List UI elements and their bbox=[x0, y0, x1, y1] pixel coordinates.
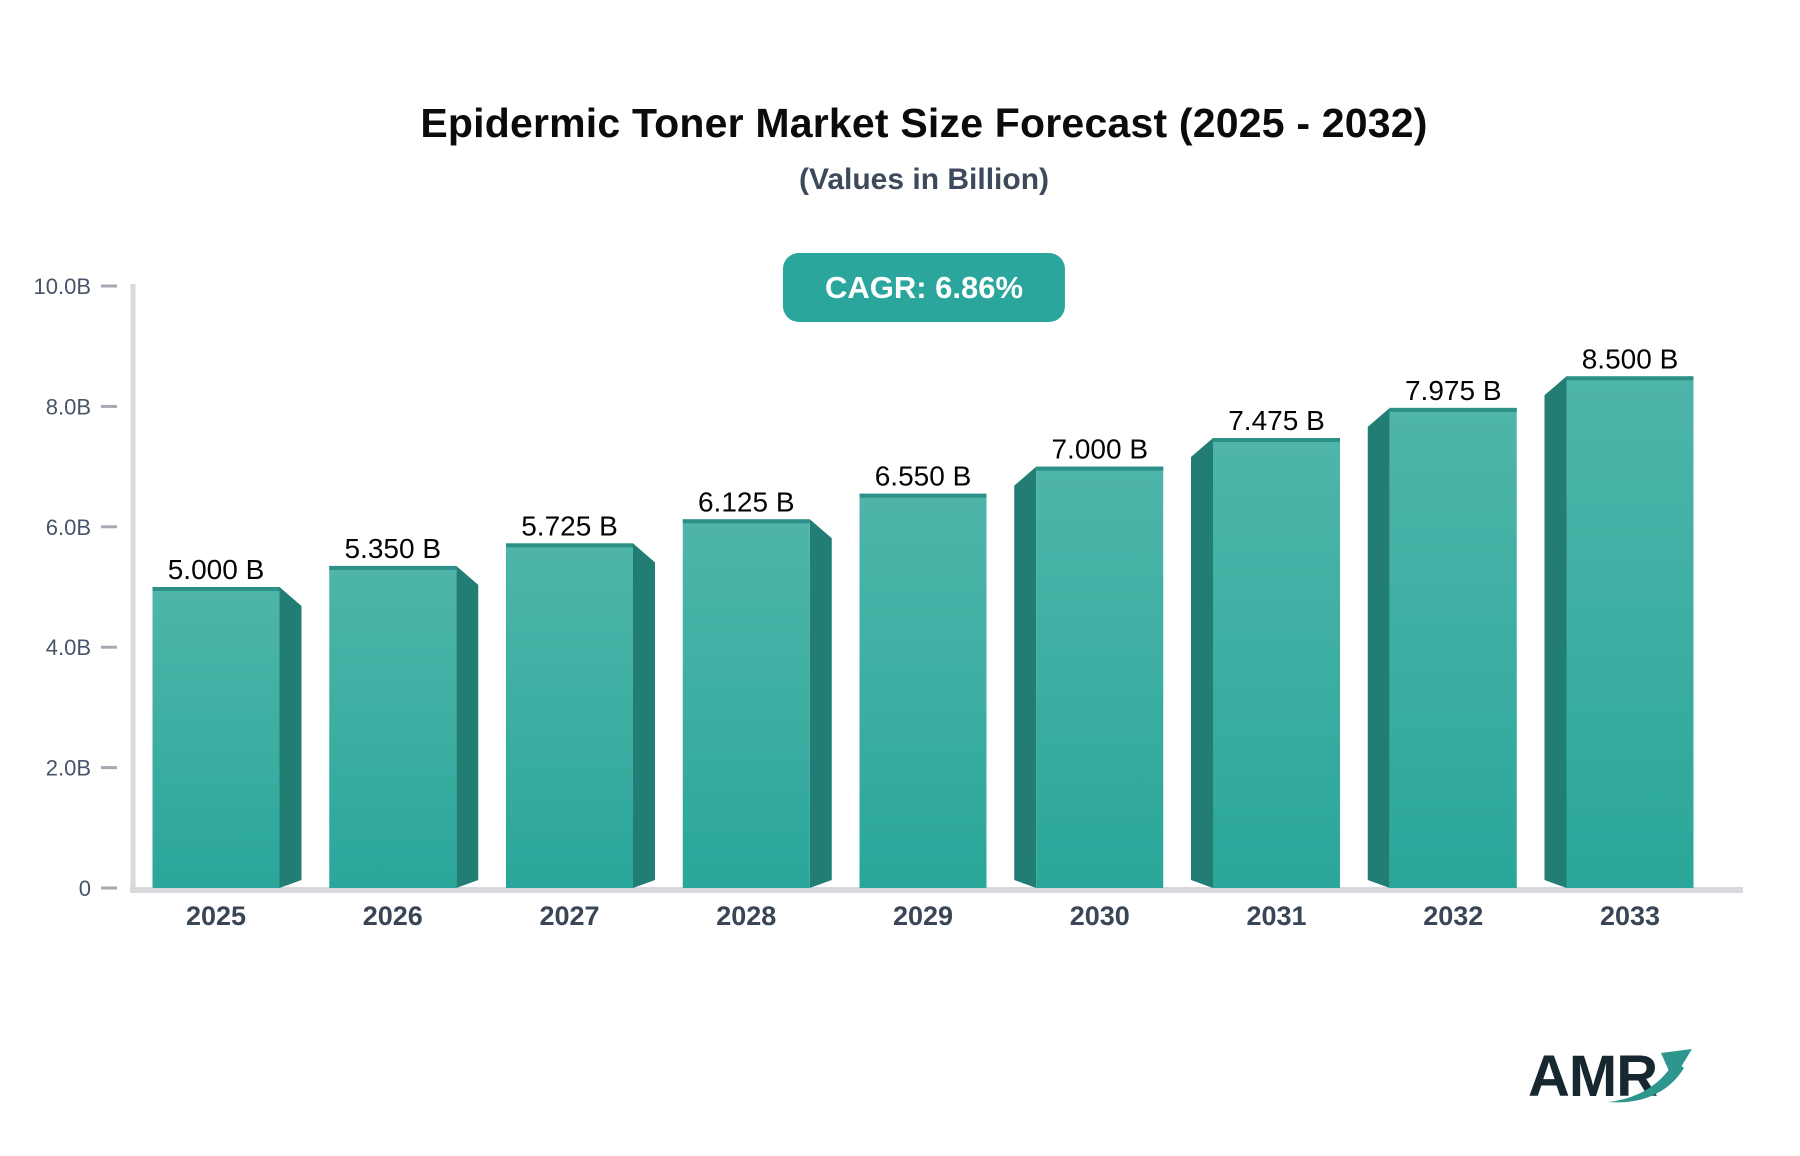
bar-2029 bbox=[859, 493, 987, 888]
bar-2025 bbox=[152, 587, 302, 888]
bar-top-edge bbox=[329, 565, 457, 570]
x-axis-category-label: 2032 bbox=[1423, 901, 1483, 931]
bar-face bbox=[1036, 466, 1164, 888]
bar-top-edge bbox=[682, 519, 810, 524]
bar-2033 bbox=[1544, 376, 1694, 888]
bar-face bbox=[329, 565, 457, 888]
bar-value-label: 8.500 B bbox=[1582, 343, 1679, 374]
y-tick-label: 2.0B bbox=[46, 756, 91, 781]
y-tick-label: 6.0B bbox=[46, 515, 91, 540]
bar-3d-side bbox=[456, 565, 479, 888]
bar-2026 bbox=[329, 565, 479, 888]
x-axis-category-label: 2033 bbox=[1600, 901, 1660, 931]
labels-layer: 5.000 B 2025 5.350 B 2026 5.725 B 2027 6.125 B… bbox=[168, 343, 1679, 931]
y-tick-label: 10.0B bbox=[34, 274, 92, 299]
x-axis-category-label: 2030 bbox=[1070, 901, 1130, 931]
bar-3d-side bbox=[279, 587, 302, 888]
x-axis-category-label: 2027 bbox=[539, 901, 599, 931]
bar-value-label: 6.550 B bbox=[875, 461, 972, 492]
bar-top-edge bbox=[506, 543, 633, 548]
axis-layer: 0 2.0B 4.0B 6.0B 8.0B 10.0B bbox=[34, 274, 1743, 901]
bar-2030 bbox=[1014, 466, 1164, 888]
bar-face bbox=[859, 493, 987, 888]
bar-3d-side bbox=[1191, 438, 1213, 888]
bar-2031 bbox=[1191, 438, 1340, 888]
bar-value-label: 7.000 B bbox=[1051, 434, 1148, 465]
bar-3d-side bbox=[1367, 407, 1390, 888]
bar-top-edge bbox=[1566, 376, 1694, 381]
bar-3d-side bbox=[809, 519, 832, 888]
amr-logo: AMR bbox=[1528, 1044, 1692, 1109]
page-subtitle: (Values in Billion) bbox=[798, 163, 1050, 196]
bar-2032 bbox=[1367, 407, 1517, 888]
bar-3d-side bbox=[633, 543, 655, 888]
bar-face bbox=[1389, 407, 1517, 888]
growth-arrow-head-icon bbox=[1661, 1049, 1692, 1080]
bar-value-label: 5.000 B bbox=[168, 554, 265, 585]
y-tick-label: 4.0B bbox=[46, 635, 91, 660]
cagr-badge: CAGR: 6.86% bbox=[782, 253, 1066, 322]
bar-value-label: 5.350 B bbox=[344, 533, 441, 564]
x-axis-category-label: 2031 bbox=[1246, 901, 1306, 931]
bar-value-label: 7.975 B bbox=[1405, 375, 1502, 406]
bar-value-label: 7.475 B bbox=[1228, 405, 1325, 436]
x-axis-category-label: 2029 bbox=[893, 901, 953, 931]
y-tick-label: 0 bbox=[79, 876, 91, 901]
bar-face bbox=[1566, 376, 1694, 888]
bar-face bbox=[682, 519, 810, 888]
x-axis-category-label: 2028 bbox=[716, 901, 776, 931]
bar-face bbox=[152, 587, 280, 888]
y-tick-label: 8.0B bbox=[46, 394, 91, 419]
bars-layer bbox=[152, 376, 1694, 888]
page-title: Epidermic Toner Market Size Forecast (20… bbox=[420, 100, 1428, 146]
x-axis-category-label: 2026 bbox=[363, 901, 423, 931]
bar-face bbox=[1213, 438, 1340, 888]
bar-2027 bbox=[506, 543, 655, 888]
bar-3d-side bbox=[1544, 376, 1567, 888]
bar-top-edge bbox=[859, 493, 987, 498]
bar-top-edge bbox=[1389, 407, 1517, 412]
bar-top-edge bbox=[152, 587, 280, 591]
bar-value-label: 5.725 B bbox=[521, 510, 618, 541]
bar-3d-side bbox=[1014, 466, 1037, 888]
bar-value-label: 6.125 B bbox=[698, 486, 795, 517]
bar-face bbox=[506, 543, 633, 888]
x-axis-category-label: 2025 bbox=[186, 901, 246, 931]
bar-2028 bbox=[682, 519, 832, 888]
bar-top-edge bbox=[1213, 438, 1340, 443]
bar-top-edge bbox=[1036, 466, 1164, 471]
